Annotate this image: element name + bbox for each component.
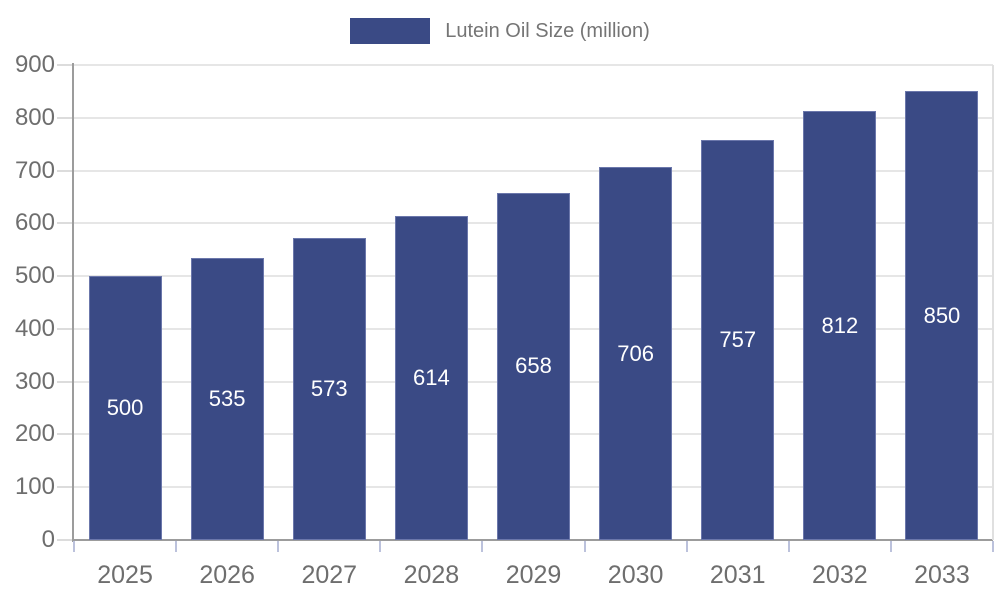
bar-2033[interactable]: [905, 91, 979, 540]
y-axis-line: [72, 63, 74, 542]
x-axis-label-2025: 2025: [97, 561, 153, 589]
bar-value-2026: 535: [208, 385, 246, 411]
y-axis-tick-600: [57, 222, 74, 225]
x-axis-tick-5: [583, 541, 586, 552]
y-axis-tick-800: [57, 116, 74, 119]
bar-value-2030: 706: [617, 340, 654, 366]
y-axis-tick-200: [57, 433, 74, 436]
x-axis-tick-3: [379, 541, 382, 552]
bar-2029[interactable]: [497, 192, 570, 540]
x-axis-label-2032: 2032: [812, 561, 868, 589]
bar-value-2025: 500: [106, 395, 144, 421]
x-axis-line: [72, 539, 993, 541]
x-axis-tick-1: [175, 541, 178, 552]
x-axis-label-2033: 2033: [914, 561, 970, 589]
bar-value-2032: 812: [821, 312, 859, 338]
y-axis-label-900: 900: [14, 51, 55, 78]
bar-value-2029: 658: [515, 353, 552, 379]
y-axis-tick-0: [57, 539, 74, 541]
bar-2025[interactable]: [88, 276, 162, 540]
x-axis-tick-7: [787, 541, 790, 552]
legend-swatch: [350, 18, 431, 44]
y-axis-label-200: 200: [14, 420, 55, 448]
bar-value-2033: 850: [923, 302, 961, 328]
y-axis-label-800: 800: [14, 103, 55, 131]
y-axis-tick-500: [57, 275, 74, 278]
x-axis-tick-4: [481, 541, 484, 552]
y-axis-tick-400: [57, 327, 74, 330]
gridline-900: [74, 64, 993, 66]
x-axis-tick-6: [685, 541, 688, 552]
bar-value-2028: 614: [413, 364, 450, 390]
bar-2027[interactable]: [292, 237, 366, 540]
x-axis-label-2031: 2031: [709, 561, 766, 589]
y-axis-label-400: 400: [14, 314, 55, 342]
gridline-800: [74, 116, 993, 119]
bar-value-2027: 573: [310, 375, 348, 401]
gridline-700: [74, 169, 993, 172]
x-axis-tick-9: [992, 541, 994, 552]
plot-border-right: [992, 65, 994, 540]
x-axis-tick-0: [73, 541, 75, 552]
x-axis-label-2030: 2030: [607, 561, 664, 589]
y-axis-tick-100: [57, 486, 74, 489]
x-axis-label-2026: 2026: [199, 561, 255, 589]
y-axis-label-500: 500: [14, 262, 55, 290]
x-axis-label-2028: 2028: [403, 561, 460, 589]
y-axis-tick-300: [57, 380, 74, 383]
bar-2030[interactable]: [599, 167, 673, 540]
x-axis-label-2029: 2029: [505, 561, 562, 589]
legend[interactable]: Lutein Oil Size (million): [0, 16, 1000, 46]
x-axis-label-2027: 2027: [301, 561, 358, 589]
y-axis-label-600: 600: [14, 209, 55, 237]
bar-2031[interactable]: [701, 140, 775, 540]
y-axis-label-300: 300: [14, 367, 55, 395]
bar-2032[interactable]: [803, 111, 877, 540]
y-axis-tick-700: [57, 169, 74, 172]
bar-2026[interactable]: [190, 257, 264, 540]
legend-label: Lutein Oil Size (million): [445, 19, 650, 42]
y-axis-label-0: 0: [41, 526, 55, 553]
x-axis-tick-8: [889, 541, 892, 552]
y-axis-tick-900: [57, 64, 74, 66]
y-axis-label-100: 100: [14, 473, 55, 501]
bar-2028[interactable]: [394, 215, 468, 540]
y-axis-label-700: 700: [14, 156, 55, 184]
x-axis-tick-2: [277, 541, 280, 552]
bar-value-2031: 757: [719, 327, 757, 353]
